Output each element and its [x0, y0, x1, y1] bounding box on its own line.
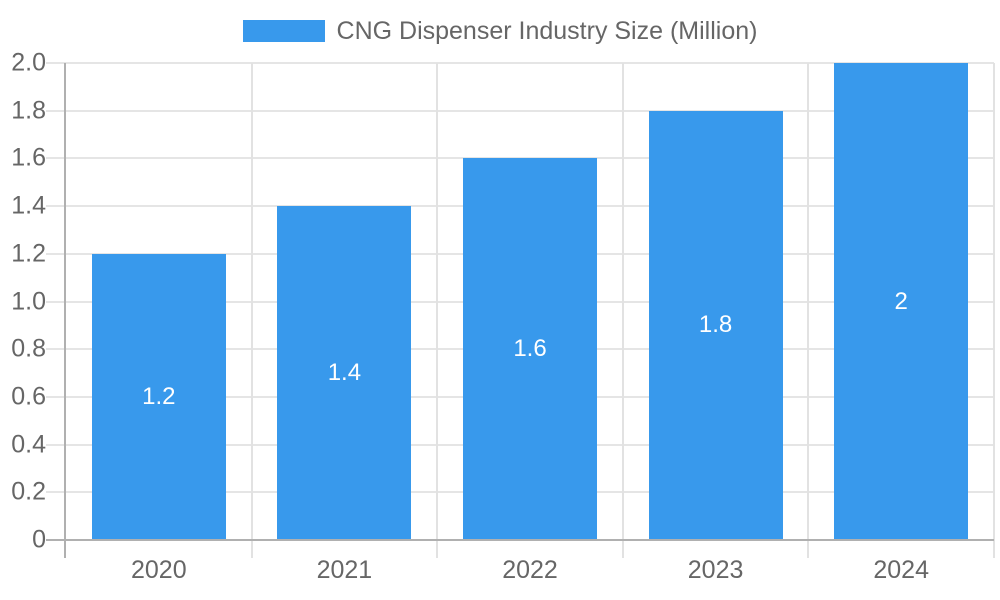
gridline-x-1: [250, 63, 253, 558]
y-tick-label-1.8: 1.8: [11, 96, 46, 125]
y-tick-label-0.6: 0.6: [11, 382, 46, 411]
gridline-y-2.0: [46, 62, 994, 64]
x-tick-label-2024: 2024: [873, 556, 929, 584]
chart-legend[interactable]: CNG Dispenser Industry Size (Million): [0, 17, 1000, 45]
bar-2021[interactable]: 1.4: [277, 206, 412, 540]
y-tick-label-1.6: 1.6: [11, 143, 46, 172]
x-axis-line: [46, 539, 994, 541]
y-axis-line: [64, 63, 66, 558]
bar-2024[interactable]: 2: [834, 63, 969, 540]
y-tick-label-1.2: 1.2: [11, 239, 46, 268]
bar-value-label: 2: [894, 287, 908, 315]
bar-value-label: 1.6: [513, 335, 547, 363]
y-tick-label-0.2: 0.2: [11, 477, 46, 506]
x-tick-label-2021: 2021: [316, 556, 373, 584]
gridline-x-5: [993, 63, 995, 558]
legend-label: CNG Dispenser Industry Size (Million): [336, 16, 758, 45]
y-tick-label-1.0: 1.0: [11, 287, 46, 315]
y-tick-label-0.8: 0.8: [11, 334, 46, 363]
gridline-y-1.8: [46, 109, 994, 112]
x-tick-label-2020: 2020: [130, 556, 187, 584]
bar-value-label: 1.8: [698, 311, 733, 339]
x-tick-label-2022: 2022: [502, 556, 558, 584]
plot-area: 1.2 1.4 1.6 1.8 2: [46, 62, 995, 558]
gridline-x-3: [621, 63, 624, 558]
bar-2023[interactable]: 1.8: [648, 110, 783, 540]
y-tick-label-2.0: 2.0: [11, 48, 46, 77]
legend-swatch: [242, 20, 325, 42]
y-tick-label-1.4: 1.4: [11, 191, 46, 220]
x-tick-label-2023: 2023: [687, 556, 744, 584]
y-tick-label-0: 0: [32, 525, 46, 554]
gridline-x-4: [807, 63, 810, 558]
gridline-x-2: [436, 63, 439, 558]
bar-2022[interactable]: 1.6: [463, 158, 597, 540]
bar-value-label: 1.2: [142, 382, 176, 410]
bar-value-label: 1.4: [327, 359, 362, 387]
y-tick-label-0.4: 0.4: [11, 430, 46, 459]
bar-2020[interactable]: 1.2: [91, 253, 226, 540]
